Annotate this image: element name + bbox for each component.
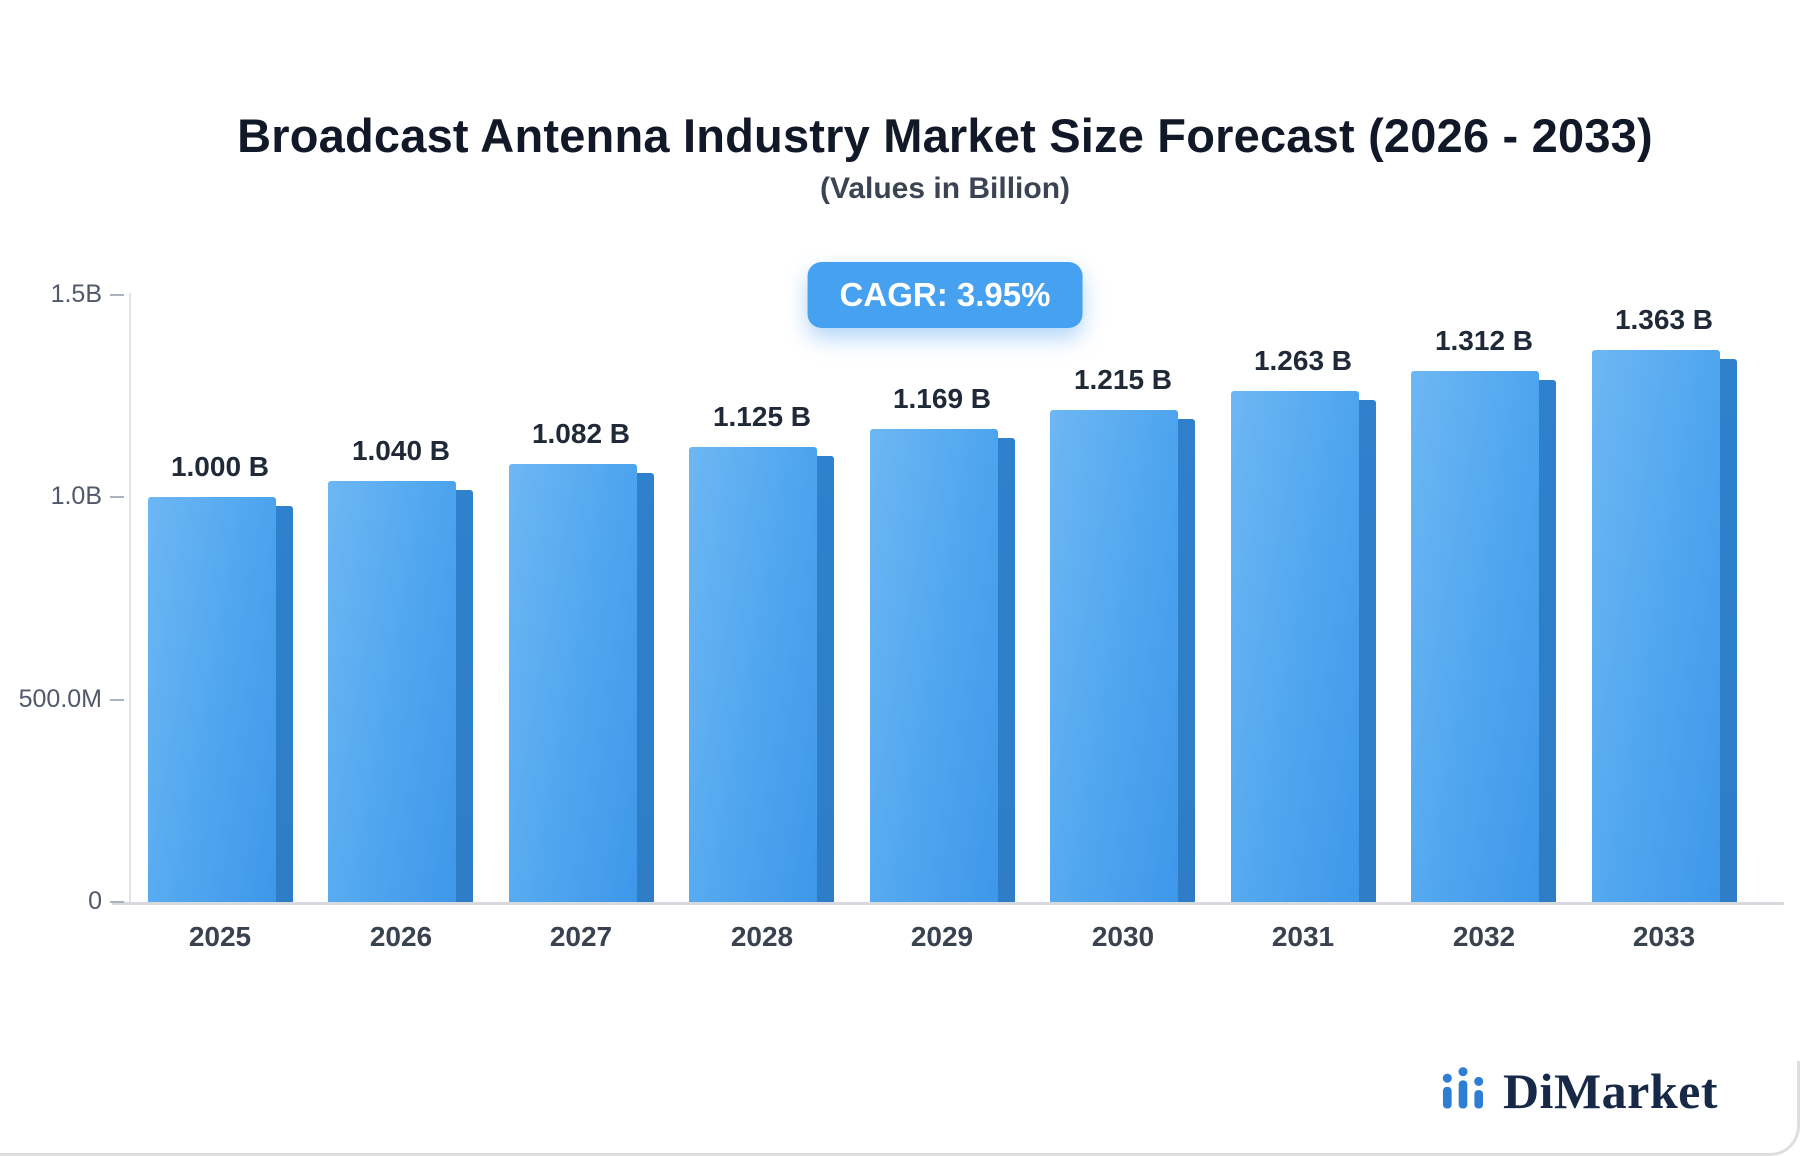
bar-2028 (689, 447, 834, 902)
bar-value-label: 1.312 B (1434, 325, 1534, 356)
chart-title: Broadcast Antenna Industry Market Size F… (237, 109, 1653, 162)
y-axis-tick-mark (110, 698, 124, 701)
y-axis-tick-mark (110, 294, 124, 296)
x-axis-category-label: 2031 (1271, 921, 1335, 952)
x-axis-line (112, 902, 1784, 905)
y-axis-line (129, 293, 131, 904)
x-axis-category-label: 2029 (910, 921, 974, 952)
bar-face (689, 447, 817, 902)
bar-face (328, 481, 456, 902)
bar-3d-side (1359, 400, 1376, 902)
bar-3d-side (817, 456, 834, 902)
chart-subtitle: (Values in Billion) (819, 172, 1071, 205)
bar-2032 (1411, 371, 1556, 902)
bar-2027 (509, 464, 654, 902)
cagr-badge: CAGR: 3.95% (807, 262, 1083, 328)
bar-value-label: 1.215 B (1073, 364, 1173, 395)
bar-3d-side (276, 506, 293, 902)
bar-3d-side (637, 473, 654, 902)
y-axis-tick-mark (110, 901, 124, 903)
x-axis-category-label: 2033 (1632, 921, 1696, 952)
x-axis-category-label: 2027 (549, 921, 613, 952)
bar-face (148, 497, 276, 902)
bar-value-label: 1.082 B (531, 418, 631, 449)
x-axis-category-label: 2025 (188, 921, 252, 952)
x-axis-category-label: 2026 (369, 921, 433, 952)
bar-value-label: 1.363 B (1614, 304, 1714, 335)
bar-value-label: 1.125 B (712, 401, 812, 432)
bar-chart-icon (1437, 1063, 1489, 1120)
bar-face (1231, 391, 1359, 902)
brand-logo-text: DiMarket (1502, 1063, 1718, 1119)
bar-3d-side (456, 490, 473, 902)
bar-2031 (1231, 391, 1376, 902)
y-axis-tick-label: 1.0B (50, 482, 102, 511)
y-axis-tick-label: 500.0M (18, 684, 102, 713)
bar-2029 (870, 429, 1015, 902)
bar-3d-side (1720, 359, 1737, 902)
bar-face (870, 429, 998, 902)
bar-2033 (1592, 350, 1737, 902)
x-axis-category-label: 2030 (1091, 921, 1155, 952)
y-axis-tick-label: 1.5B (50, 280, 102, 308)
x-axis-category-label: 2028 (730, 921, 794, 952)
y-axis-tick-label: 0 (88, 887, 102, 915)
bar-2025 (148, 497, 293, 902)
bar-value-label: 1.000 B (170, 451, 270, 482)
bar-3d-side (1178, 419, 1195, 902)
bar-face (1592, 350, 1720, 902)
bar-value-label: 1.040 B (351, 435, 451, 466)
bar-value-label: 1.263 B (1253, 345, 1353, 376)
bar-face (509, 464, 637, 902)
bar-face (1411, 371, 1539, 902)
x-axis-category-label: 2032 (1452, 921, 1516, 952)
y-axis-tick-mark (110, 496, 124, 499)
bar-3d-side (998, 438, 1015, 902)
bar-face (1050, 410, 1178, 902)
bar-2030 (1050, 410, 1195, 902)
bar-value-label: 1.169 B (892, 383, 992, 414)
brand-logo: DiMarket (1437, 1062, 1718, 1120)
bar-3d-side (1539, 380, 1556, 902)
bar-2026 (328, 481, 473, 902)
